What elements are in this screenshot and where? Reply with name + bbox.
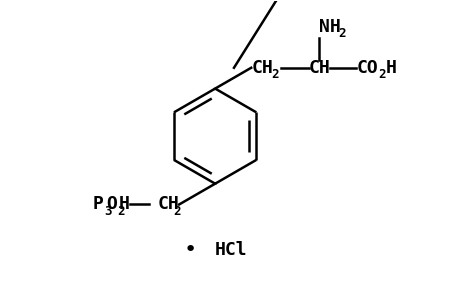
Text: 2: 2 bbox=[271, 68, 279, 81]
Text: H: H bbox=[119, 195, 130, 213]
Text: 2: 2 bbox=[338, 27, 346, 40]
Text: CH: CH bbox=[251, 59, 273, 77]
Text: 2: 2 bbox=[117, 205, 125, 218]
Text: HCl: HCl bbox=[215, 241, 248, 259]
Text: •: • bbox=[184, 240, 197, 260]
Text: O: O bbox=[106, 195, 117, 213]
Text: CO: CO bbox=[356, 59, 378, 77]
Text: 3: 3 bbox=[104, 205, 112, 218]
Text: H: H bbox=[386, 59, 397, 77]
Text: NH: NH bbox=[319, 18, 340, 36]
Text: 2: 2 bbox=[174, 205, 181, 218]
Text: 2: 2 bbox=[378, 68, 386, 81]
Text: CH: CH bbox=[157, 195, 179, 213]
Text: P: P bbox=[93, 195, 104, 213]
Text: CH: CH bbox=[309, 59, 331, 77]
